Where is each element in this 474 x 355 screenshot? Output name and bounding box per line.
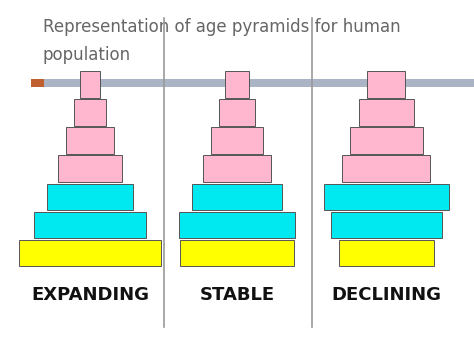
Bar	[219, 99, 255, 126]
Text: population: population	[43, 46, 131, 64]
Bar	[31, 79, 474, 87]
Bar	[359, 99, 413, 126]
Bar	[225, 71, 249, 98]
Bar	[34, 212, 146, 238]
Bar	[180, 240, 294, 266]
Bar	[58, 155, 122, 182]
Bar	[331, 212, 442, 238]
Text: DECLINING: DECLINING	[331, 286, 441, 304]
Text: EXPANDING: EXPANDING	[31, 286, 149, 304]
Bar	[323, 184, 449, 210]
Bar	[342, 155, 430, 182]
Bar	[31, 79, 44, 87]
Bar	[47, 184, 133, 210]
Bar	[211, 127, 263, 154]
Bar	[202, 155, 271, 182]
Bar	[74, 99, 106, 126]
Bar	[179, 212, 295, 238]
Bar	[192, 184, 282, 210]
Text: STABLE: STABLE	[200, 286, 274, 304]
Bar	[19, 240, 161, 266]
Bar	[349, 127, 423, 154]
Bar	[367, 71, 405, 98]
Text: Representation of age pyramids for human: Representation of age pyramids for human	[43, 18, 400, 36]
Bar	[339, 240, 434, 266]
Bar	[66, 127, 114, 154]
Bar	[80, 71, 100, 98]
